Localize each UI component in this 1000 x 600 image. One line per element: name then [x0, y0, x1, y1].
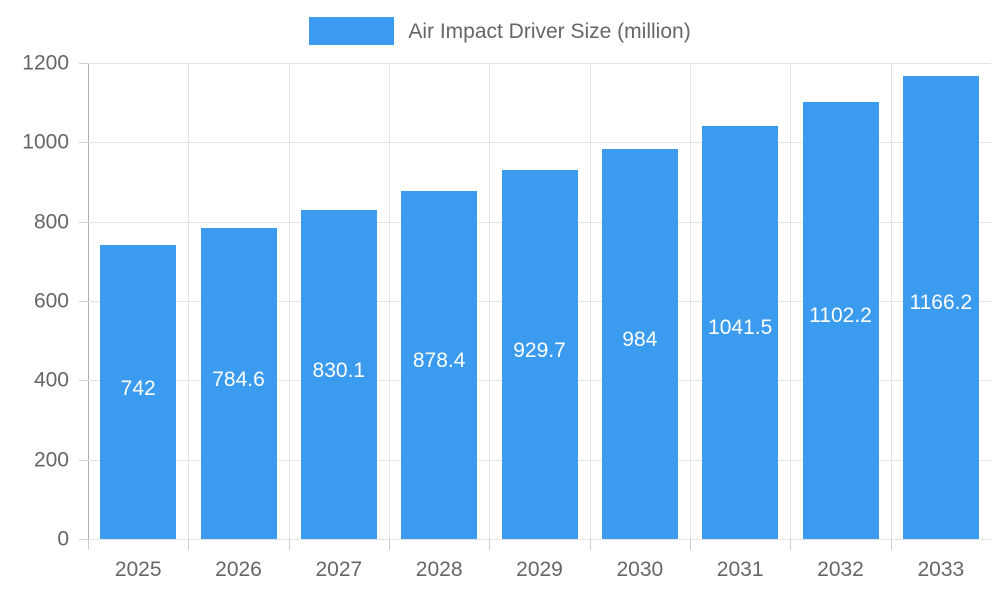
- bar[interactable]: [702, 125, 779, 539]
- x-axis-tick-label: 2029: [516, 558, 563, 581]
- bar[interactable]: [501, 170, 578, 539]
- legend-color-swatch-icon: [309, 17, 395, 45]
- x-axis-tick-label: 2025: [114, 558, 162, 581]
- y-axis-tick-mark: [79, 301, 88, 302]
- x-axis-tick-label: 2028: [415, 558, 463, 581]
- y-axis-tick-label: 200: [33, 448, 69, 472]
- bar[interactable]: [601, 148, 678, 539]
- gridline-vertical: [590, 63, 591, 539]
- y-axis-tick-mark: [79, 459, 88, 461]
- gridline-vertical: [188, 63, 189, 539]
- x-axis-tick-mark: [389, 539, 390, 550]
- y-axis-tick-label: 400: [33, 368, 69, 392]
- y-axis-tick-mark: [79, 63, 88, 64]
- bar[interactable]: [300, 209, 377, 539]
- x-axis-tick-mark: [188, 539, 189, 550]
- x-axis-tick-mark: [489, 539, 490, 550]
- bar[interactable]: [200, 227, 277, 539]
- chart-legend: Air Impact Driver Size (million): [0, 10, 1000, 52]
- bar[interactable]: [401, 190, 478, 539]
- gridline-vertical: [289, 63, 290, 539]
- gridline-vertical: [489, 63, 490, 539]
- y-axis-tick-mark: [79, 539, 88, 540]
- bar[interactable]: [902, 76, 979, 539]
- x-axis-tick-mark: [88, 539, 89, 550]
- y-axis-tick-mark: [79, 221, 88, 223]
- legend-item-air-impact-driver-size[interactable]: Air Impact Driver Size (million): [309, 17, 691, 45]
- x-axis-tick-label: 2026: [215, 558, 262, 581]
- plot-area: 0 200 400 600 800 1000 1200 2025 2026 2027 2028 20…: [22, 53, 991, 580]
- y-axis-tick-label: 1200: [22, 51, 69, 75]
- x-axis-tick-label: 2027: [315, 558, 363, 581]
- y-axis-tick-label: 1000: [22, 130, 69, 154]
- y-axis-tick-label: 600: [33, 289, 69, 313]
- gridline-horizontal: [88, 142, 991, 144]
- y-axis-tick-label: 800: [33, 210, 69, 234]
- gridline-horizontal: [88, 63, 991, 64]
- gridline-vertical: [891, 63, 892, 539]
- y-axis-tick-mark: [79, 380, 88, 382]
- x-axis-tick-label: 2031: [716, 558, 764, 581]
- legend-label: Air Impact Driver Size (million): [408, 19, 691, 43]
- bar[interactable]: [802, 101, 879, 539]
- y-axis-tick-mark: [79, 142, 88, 144]
- x-axis-tick-mark: [790, 539, 791, 550]
- x-axis-tick-mark: [891, 539, 892, 550]
- x-axis-tick-label: 2030: [616, 558, 664, 581]
- x-axis-tick-mark: [690, 539, 691, 550]
- x-axis-tick-label: 2033: [917, 558, 965, 581]
- gridline-horizontal: [88, 539, 991, 540]
- x-axis-tick-mark: [590, 539, 591, 550]
- y-axis-tick-label: 0: [57, 527, 69, 551]
- gridline-vertical: [790, 63, 791, 539]
- gridline-vertical: [690, 63, 691, 539]
- x-axis-tick-label: 2032: [817, 558, 864, 581]
- bar[interactable]: [100, 244, 177, 539]
- gridline-vertical: [389, 63, 390, 539]
- x-axis-tick-mark: [289, 539, 290, 550]
